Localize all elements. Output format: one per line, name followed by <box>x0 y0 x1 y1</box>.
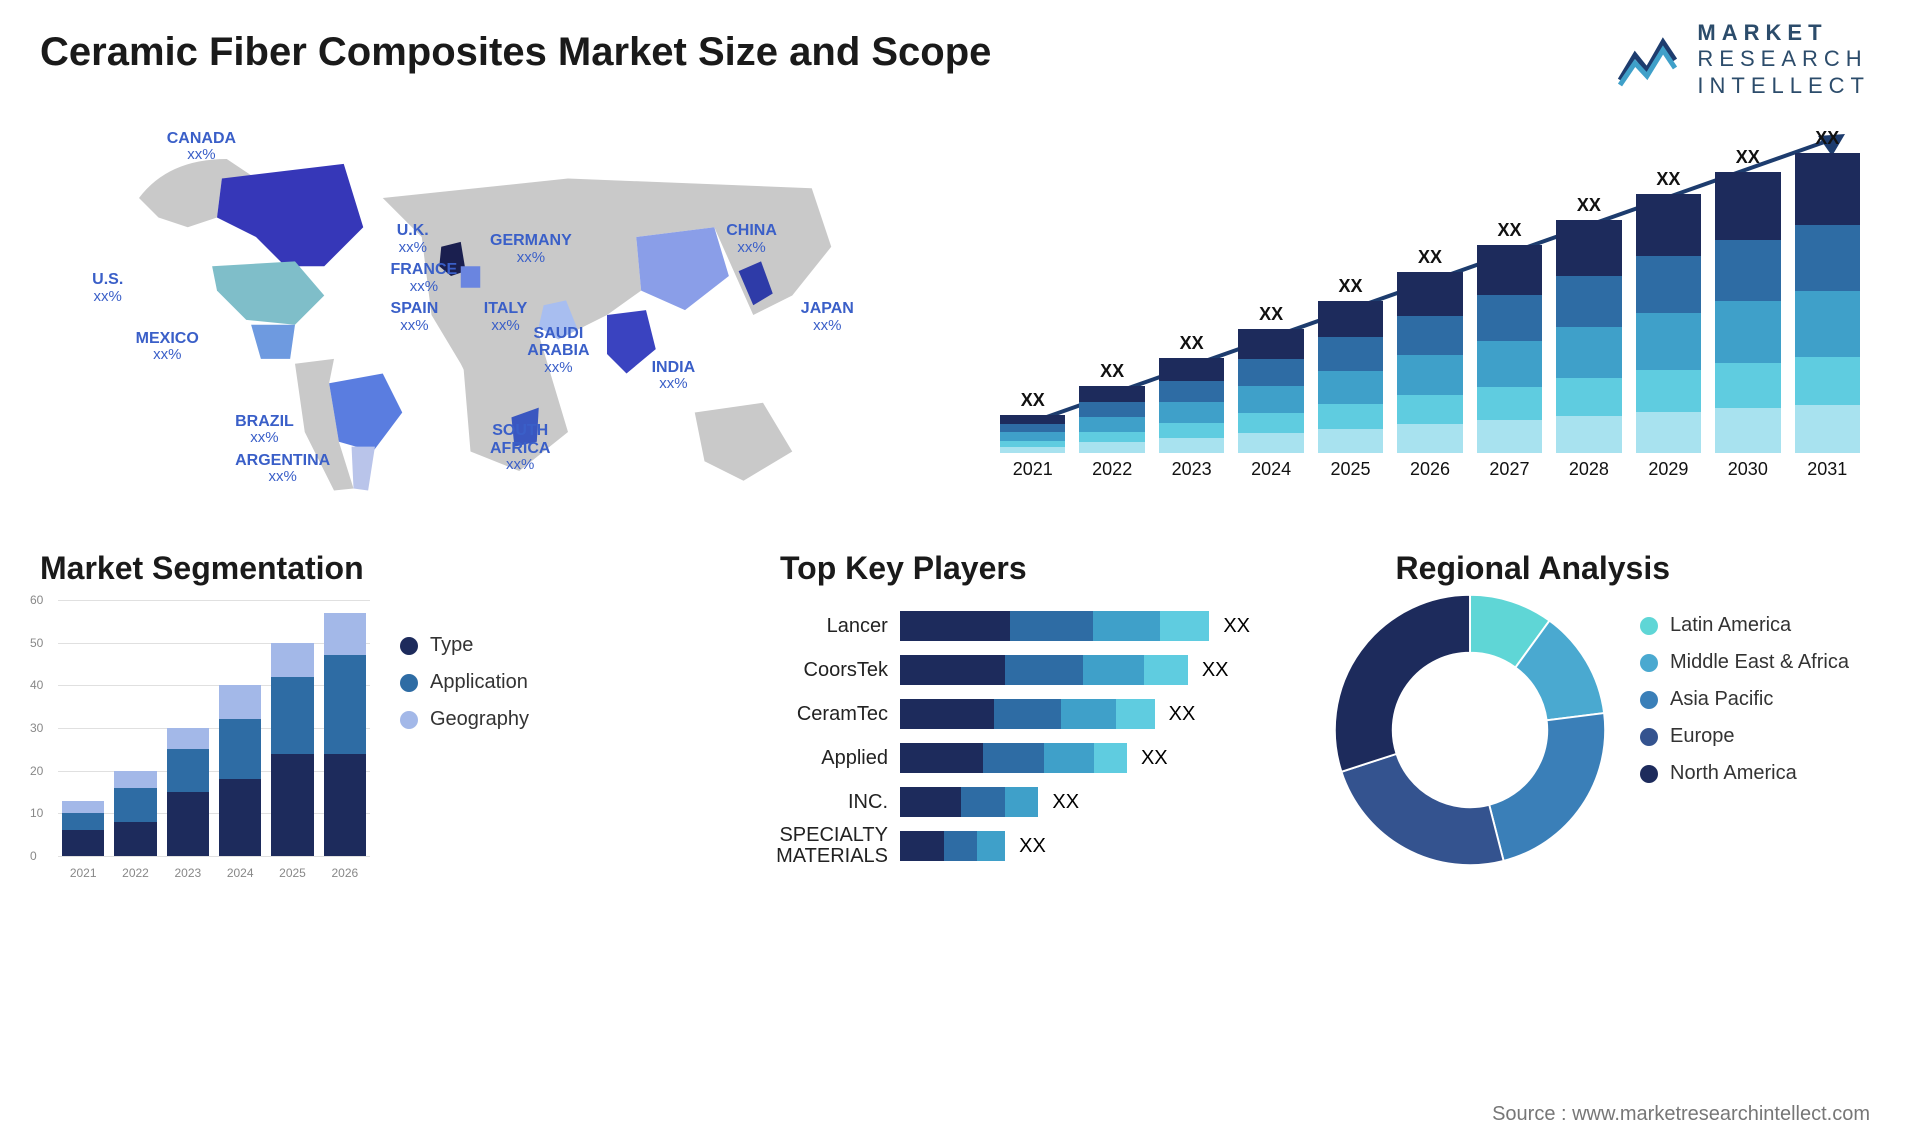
segmentation-chart: 0102030405060 202120222023202420252026 <box>30 600 370 880</box>
map-label: JAPANxx% <box>801 300 854 334</box>
segmentation-bar <box>219 685 261 856</box>
legend-item: Asia Pacific <box>1640 688 1880 711</box>
legend-item: North America <box>1640 762 1880 785</box>
map-label: ARGENTINAxx% <box>235 452 330 486</box>
map-label: ITALYxx% <box>484 300 528 334</box>
growth-bar: XX2030 <box>1715 147 1780 480</box>
segmentation-heading: Market Segmentation <box>40 550 364 587</box>
segmentation-legend: Type Application Geography <box>400 620 600 745</box>
keyplayers-chart: LancerXX CoorsTekXX CeramTecXX AppliedXX INC… <box>770 600 1250 880</box>
legend-item: Type <box>400 634 600 657</box>
map-label: CHINAxx% <box>726 222 777 256</box>
legend-item: Application <box>400 671 600 694</box>
growth-bar: XX2028 <box>1556 195 1621 480</box>
keyplayers-heading: Top Key Players <box>780 550 1027 587</box>
world-map: CANADAxx% U.S.xx% MEXICOxx% BRAZILxx% ARGENT… <box>30 120 950 510</box>
keyplayer-row: CeramTecXX <box>770 696 1250 732</box>
legend-item: Middle East & Africa <box>1640 651 1880 674</box>
segmentation-bar <box>324 613 366 856</box>
legend-item: Latin America <box>1640 614 1880 637</box>
source-text: Source : www.marketresearchintellect.com <box>1492 1103 1870 1126</box>
map-label: INDIAxx% <box>652 359 696 393</box>
regional-donut: Latin America Middle East & Africa Asia Pa… <box>1320 570 1880 890</box>
logo-text: MARKET RESEARCH INTELLECT <box>1697 20 1870 99</box>
segmentation-bar <box>167 728 209 856</box>
page-title: Ceramic Fiber Composites Market Size and… <box>40 30 991 75</box>
map-label: U.K.xx% <box>397 222 429 256</box>
legend-item: Geography <box>400 708 600 731</box>
brand-logo: MARKET RESEARCH INTELLECT <box>1615 20 1870 99</box>
keyplayer-row: AppliedXX <box>770 740 1250 776</box>
growth-bar: XX2026 <box>1397 247 1462 480</box>
growth-bar: XX2023 <box>1159 333 1224 480</box>
map-label: SAUDIARABIAxx% <box>527 325 589 377</box>
map-label: SOUTHAFRICAxx% <box>490 422 550 474</box>
growth-bar: XX2021 <box>1000 390 1065 480</box>
map-label: SPAINxx% <box>391 300 439 334</box>
growth-bar: XX2024 <box>1238 304 1303 480</box>
growth-bar-chart: XX2021XX2022XX2023XX2024XX2025XX2026XX20… <box>1000 130 1860 510</box>
map-label: BRAZILxx% <box>235 413 294 447</box>
growth-bar: XX2027 <box>1477 220 1542 480</box>
growth-bar: XX2022 <box>1079 361 1144 480</box>
map-label: MEXICOxx% <box>136 330 199 364</box>
segmentation-bar <box>62 801 104 856</box>
growth-bar: XX2031 <box>1795 128 1860 480</box>
segmentation-bar <box>114 771 156 856</box>
map-label: U.S.xx% <box>92 271 123 305</box>
map-label: FRANCExx% <box>391 261 458 295</box>
regional-legend: Latin America Middle East & Africa Asia Pa… <box>1640 600 1880 799</box>
keyplayer-row: CoorsTekXX <box>770 652 1250 688</box>
logo-icon <box>1615 30 1685 90</box>
growth-bar: XX2025 <box>1318 276 1383 480</box>
keyplayer-row: INC.XX <box>770 784 1250 820</box>
growth-bar: XX2029 <box>1636 169 1701 480</box>
keyplayer-row: LancerXX <box>770 608 1250 644</box>
map-label: GERMANYxx% <box>490 232 572 266</box>
keyplayer-row: SPECIALTY MATERIALSXX <box>770 828 1250 864</box>
map-label: CANADAxx% <box>167 130 236 164</box>
legend-item: Europe <box>1640 725 1880 748</box>
segmentation-bar <box>271 643 313 856</box>
